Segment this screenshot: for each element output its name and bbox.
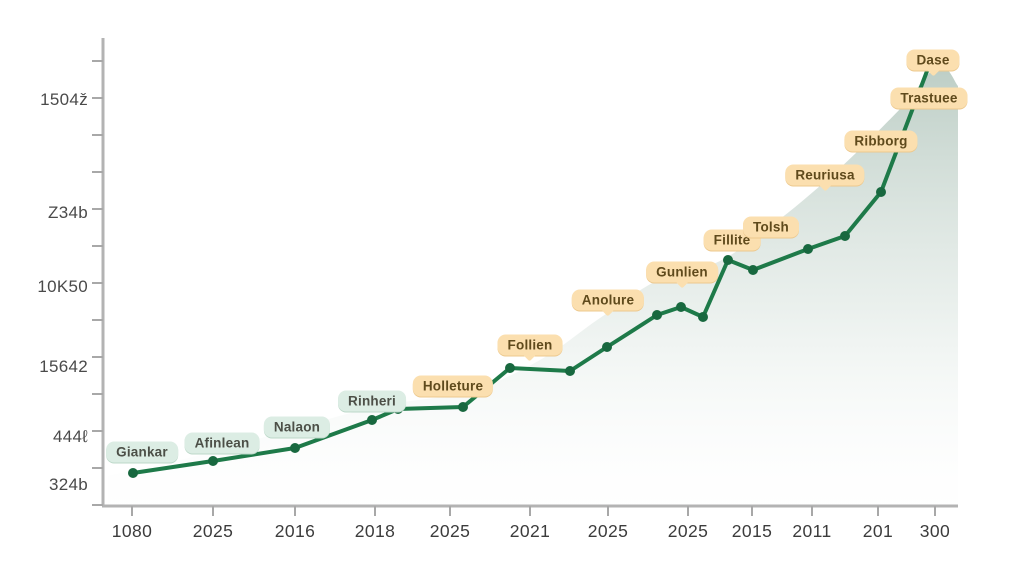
data-point-marker xyxy=(393,404,403,414)
data-point-marker xyxy=(876,187,886,197)
data-point-marker xyxy=(128,468,138,478)
data-point-marker xyxy=(748,265,758,275)
data-point-marker xyxy=(927,53,937,63)
data-point-marker xyxy=(367,415,377,425)
data-point-marker xyxy=(676,302,686,312)
area-fill xyxy=(108,65,958,506)
data-point-marker xyxy=(803,244,813,254)
data-point-marker xyxy=(602,342,612,352)
data-point-marker xyxy=(840,231,850,241)
data-point-marker xyxy=(505,363,515,373)
data-point-marker xyxy=(652,310,662,320)
data-point-marker xyxy=(208,456,218,466)
trend-line xyxy=(131,56,934,475)
data-point-marker xyxy=(565,366,575,376)
data-point-marker xyxy=(458,402,468,412)
data-point-marker xyxy=(723,255,733,265)
data-point-marker xyxy=(290,443,300,453)
data-point-marker xyxy=(698,312,708,322)
